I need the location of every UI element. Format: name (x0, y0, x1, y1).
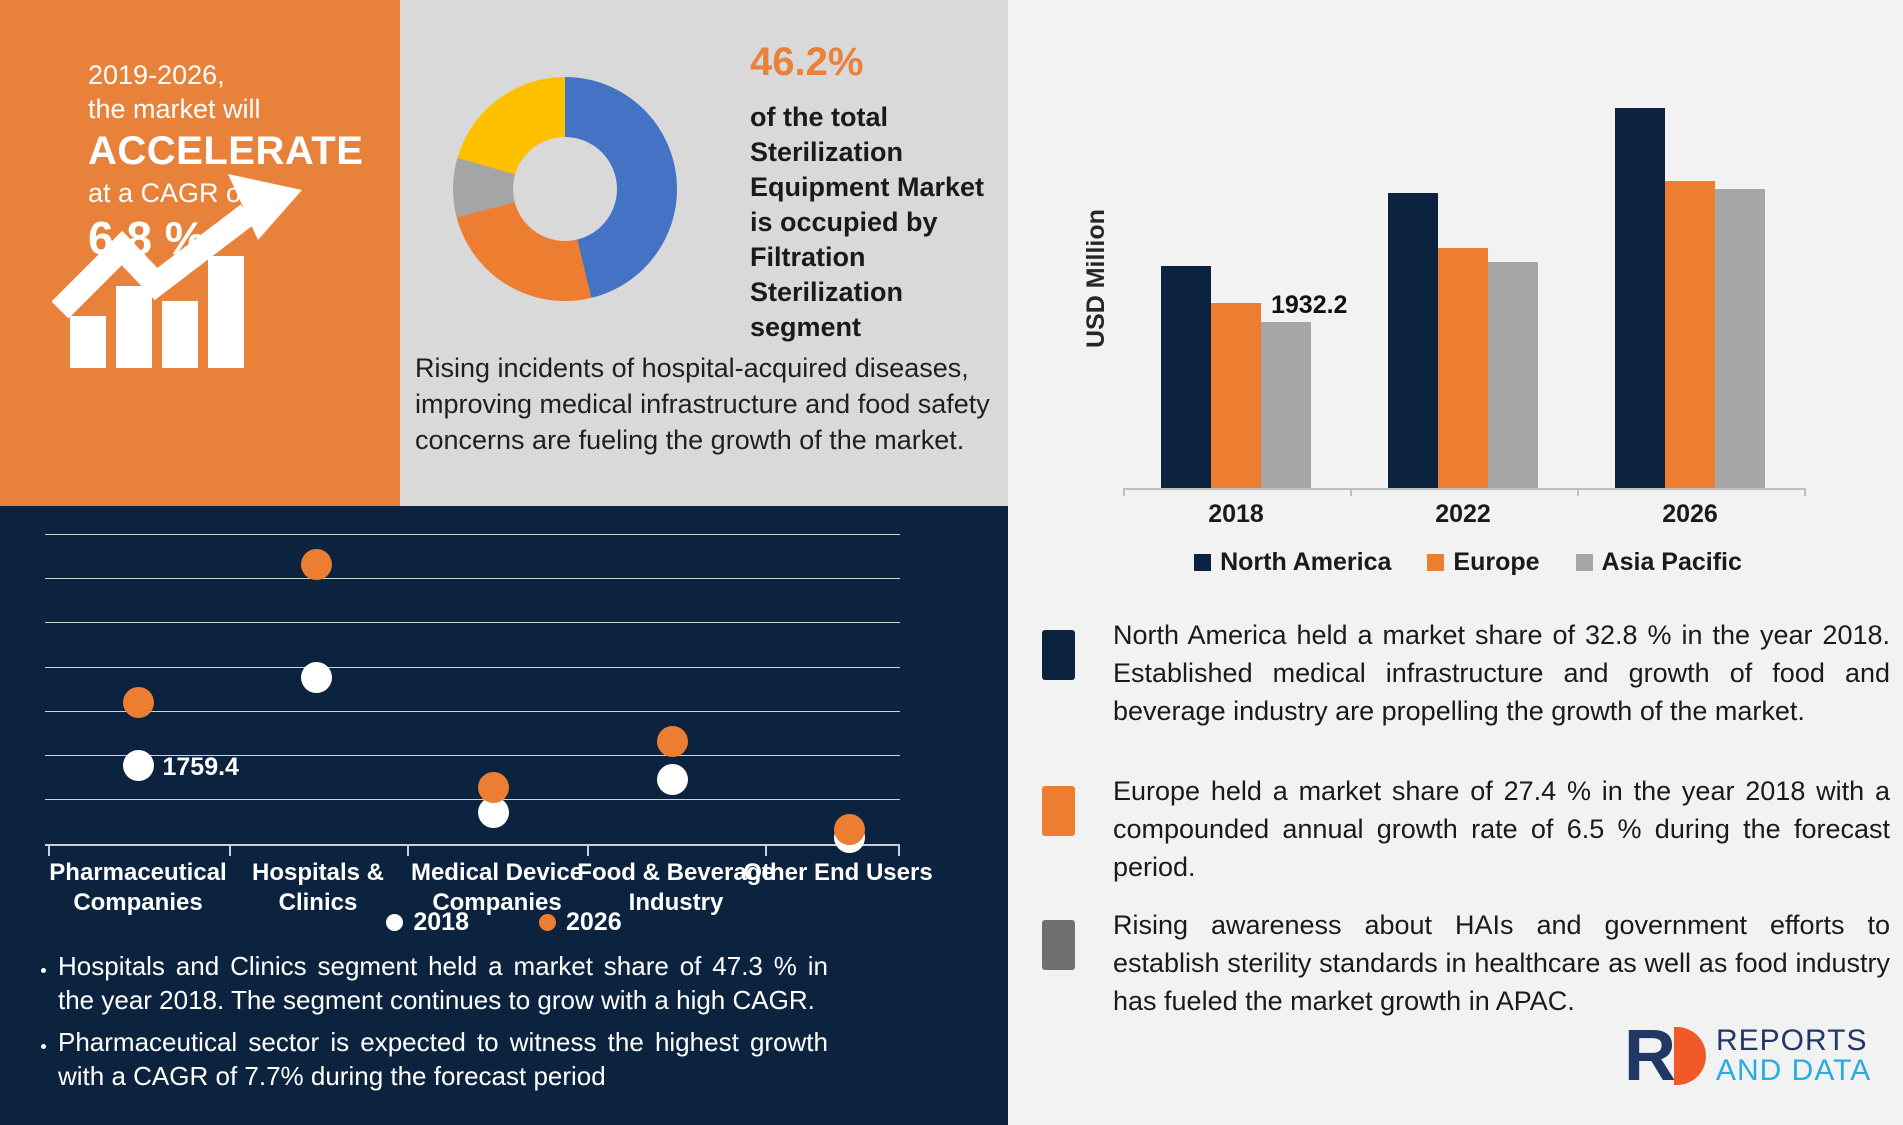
legend-swatch (1575, 554, 1593, 571)
end-user-notes: Hospitals and Clinics segment held a mar… (28, 950, 828, 1102)
dot-2026-hospitals-clinics (300, 549, 332, 581)
axis-tick (898, 846, 900, 856)
bar-europe-2022 (1438, 248, 1488, 488)
axis-tick (48, 846, 50, 856)
axis-tick (587, 846, 589, 856)
logo-reports-text: REPORTS (1716, 1024, 1868, 1057)
legend-label: Europe (1453, 548, 1540, 576)
gridline (45, 622, 900, 624)
gridline (45, 578, 900, 580)
axis-tick (1804, 488, 1806, 496)
regional-insight-text: Europe held a market share of 27.4 % in … (1113, 776, 1890, 882)
promo-line4: at a CAGR of (88, 178, 249, 208)
promo-line2: the market will (88, 94, 261, 124)
dot-2026-food-beverage-industry (656, 726, 688, 758)
bullet-swatch (1042, 630, 1075, 680)
regional-insight-row: Europe held a market share of 27.4 % in … (1042, 772, 1890, 886)
legend-item-2026: 2026 (539, 908, 622, 937)
bar-category-label: 2018 (1208, 500, 1264, 528)
bar-category-label: 2022 (1435, 500, 1491, 528)
bar-north-america-2022 (1388, 193, 1438, 488)
dot-2026-other-end-users (833, 814, 865, 846)
bar-europe-2026 (1665, 180, 1715, 488)
axis-tick (407, 846, 409, 856)
bar-north-america-2018 (1161, 266, 1211, 488)
dot-category-label: Hospitals & Clinics (251, 859, 385, 916)
growth-chart-icon (52, 174, 302, 368)
dot-category-label: Food & Beverage Industry (577, 859, 775, 916)
end-user-note: Pharmaceutical sector is expected to wit… (58, 1026, 828, 1093)
bar-chart-x-axis (1123, 488, 1806, 490)
segment-stat-value: 46.2% (750, 40, 864, 84)
regional-insight-row: Rising awareness about HAIs and governme… (1042, 906, 1890, 1020)
dot-category-label: Other End Users (743, 859, 933, 886)
bullet-swatch (1042, 920, 1075, 970)
legend-swatch (386, 914, 404, 931)
bullet-swatch (1042, 786, 1075, 836)
legend-item-europe: Europe (1427, 548, 1540, 577)
bar-north-america-2026 (1615, 107, 1665, 488)
promo-period: 2019-2026, (88, 60, 225, 90)
bar-asia-pacific-2018 (1261, 322, 1311, 488)
axis-tick (1123, 488, 1125, 496)
axis-tick (1577, 488, 1579, 496)
legend-label: Asia Pacific (1601, 548, 1742, 576)
segment-share-donut-chart (453, 77, 677, 301)
logo-r-mark: R (1624, 1016, 1676, 1096)
legend-swatch (1427, 554, 1445, 571)
dot-2018-pharmaceutical-companies (122, 750, 154, 782)
dot-2018-hospitals-clinics (300, 662, 332, 694)
dot-category-label: Medical Device Companies (410, 859, 584, 916)
bar-europe-2018 (1211, 303, 1261, 488)
gridline (45, 666, 900, 668)
gridline (45, 799, 900, 801)
gridline (45, 534, 900, 535)
regional-bar-chart: 2018 2022 2026 1932.2 (1103, 90, 1833, 528)
dot-2018-food-beverage-industry (656, 764, 688, 796)
end-user-dot-plot: 2018 2026 Hospitals and Clinics segment h… (0, 506, 1008, 1125)
segment-stat-caption: of the total Sterilization Equipment Mar… (750, 102, 985, 342)
legend-label: 2018 (413, 908, 469, 936)
promo-accelerate: ACCELERATE (88, 129, 364, 173)
axis-tick (1350, 488, 1352, 496)
dot-plot-x-axis (45, 844, 900, 846)
dot-plot-legend: 2018 2026 (0, 908, 1008, 937)
legend-swatch (539, 914, 556, 931)
legend-item-2018: 2018 (386, 908, 469, 937)
gridline (45, 754, 900, 756)
end-user-note: Hospitals and Clinics segment held a mar… (58, 950, 828, 1017)
logo-d-mark (1674, 1027, 1706, 1085)
logo-anddata-text: AND DATA (1716, 1054, 1872, 1087)
dot-category-label: Pharmaceutical Companies (49, 859, 227, 916)
bar-category-label: 2026 (1662, 500, 1718, 528)
market-drivers-paragraph: Rising incidents of hospital-acquired di… (415, 353, 990, 455)
legend-item-asia-pacific: Asia Pacific (1575, 548, 1742, 577)
legend-label: North America (1220, 548, 1392, 576)
regional-insight-text: Rising awareness about HAIs and governme… (1113, 910, 1890, 1016)
bar-chart-legend: North America Europe Asia Pacific (1103, 548, 1833, 577)
bar-data-label: 1932.2 (1271, 291, 1348, 320)
regional-insight-text: North America held a market share of 32.… (1113, 620, 1890, 726)
axis-tick (229, 846, 231, 856)
reports-and-data-logo: R REPORTS AND DATA (1624, 1016, 1872, 1096)
bar-asia-pacific-2022 (1488, 262, 1538, 488)
axis-tick (765, 846, 767, 856)
dot-2026-medical-device-companies (477, 772, 509, 804)
legend-swatch (1194, 554, 1212, 571)
dot-data-label: 1759.4 (162, 753, 239, 782)
legend-label: 2026 (566, 908, 622, 936)
gridline (45, 710, 900, 712)
dot-2026-pharmaceutical-companies (122, 686, 154, 718)
bar-asia-pacific-2026 (1715, 188, 1765, 488)
legend-item-north-america: North America (1194, 548, 1391, 577)
regional-insight-row: North America held a market share of 32.… (1042, 616, 1890, 730)
